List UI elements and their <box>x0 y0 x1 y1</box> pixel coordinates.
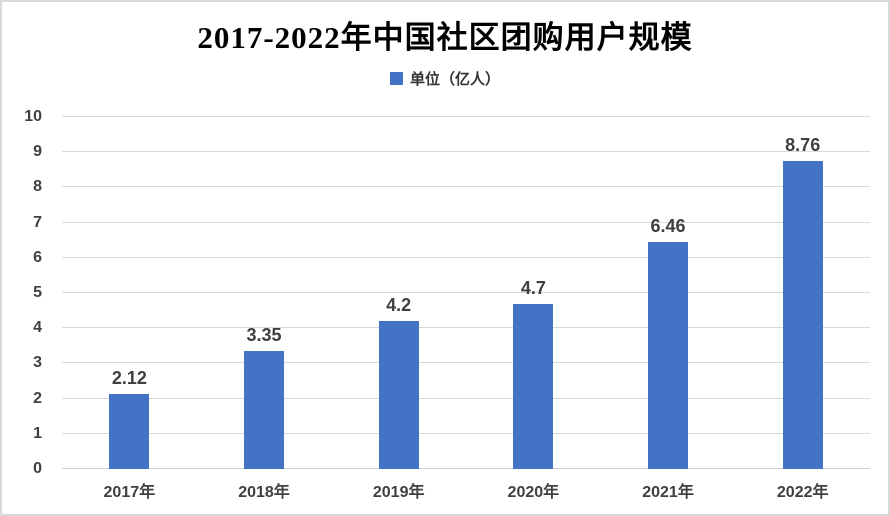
legend-swatch-icon <box>389 72 403 85</box>
gridline <box>62 292 870 293</box>
gridline <box>62 397 870 399</box>
y-tick-label: 5 <box>33 284 42 301</box>
x-axis: 2017年 2018年 2019年 2020年 2021年 2022年 <box>62 478 870 502</box>
data-label: 6.46 <box>650 215 686 236</box>
y-tick-label: 0 <box>33 460 42 477</box>
y-tick-label: 6 <box>33 248 42 266</box>
gridline <box>62 186 870 188</box>
y-tick-label: 2 <box>33 389 42 407</box>
bar <box>109 394 150 469</box>
gridline <box>62 362 870 364</box>
y-tick-label: 8 <box>33 178 42 196</box>
x-tick-label: 2017年 <box>103 484 156 501</box>
gridline <box>62 256 870 258</box>
gridline <box>62 327 870 329</box>
bar-group: 6.46 <box>601 117 736 469</box>
bar <box>513 303 554 469</box>
bar-group: 3.35 <box>197 117 332 469</box>
plot-area: 2.12 3.35 4.2 4.7 6.46 8.76 <box>62 116 870 469</box>
data-label: 2.12 <box>111 368 147 389</box>
gridline <box>62 468 870 469</box>
y-axis: 0 1 2 3 4 5 6 7 8 9 10 <box>2 109 52 477</box>
y-tick-label: 7 <box>33 213 42 231</box>
bar <box>782 160 823 469</box>
y-tick-label: 1 <box>33 424 42 442</box>
gridline <box>62 432 870 434</box>
bar <box>648 241 689 469</box>
bar <box>378 321 419 469</box>
x-tick-label: 2021年 <box>642 484 694 501</box>
x-tick-label: 2020年 <box>507 484 560 501</box>
gridline <box>62 151 870 153</box>
data-label: 8.76 <box>785 134 821 155</box>
x-tick-label: 2022年 <box>776 484 829 501</box>
bar-group: 4.2 <box>331 117 466 469</box>
y-tick-label: 4 <box>33 319 42 337</box>
legend: 单位（亿人） <box>2 68 888 89</box>
bar <box>244 351 284 469</box>
data-label: 4.7 <box>520 277 546 298</box>
bar-series: 2.12 3.35 4.2 4.7 6.46 8.76 <box>62 117 870 469</box>
gridline <box>62 116 870 117</box>
legend-label: 单位（亿人） <box>409 72 500 88</box>
bar-group: 8.76 <box>735 117 870 469</box>
data-label: 4.2 <box>386 295 412 316</box>
data-label: 3.35 <box>246 325 282 346</box>
x-tick-label: 2019年 <box>372 484 425 501</box>
gridline <box>62 221 870 223</box>
y-tick-label: 9 <box>33 143 42 161</box>
y-tick-label: 10 <box>24 108 42 125</box>
bar-group: 4.7 <box>466 117 601 469</box>
y-tick-label: 3 <box>33 354 42 372</box>
bar-group: 2.12 <box>62 117 197 469</box>
chart-title: 2017-2022年中国社区团购用户规模 <box>197 20 693 55</box>
x-tick-label: 2018年 <box>238 484 290 501</box>
